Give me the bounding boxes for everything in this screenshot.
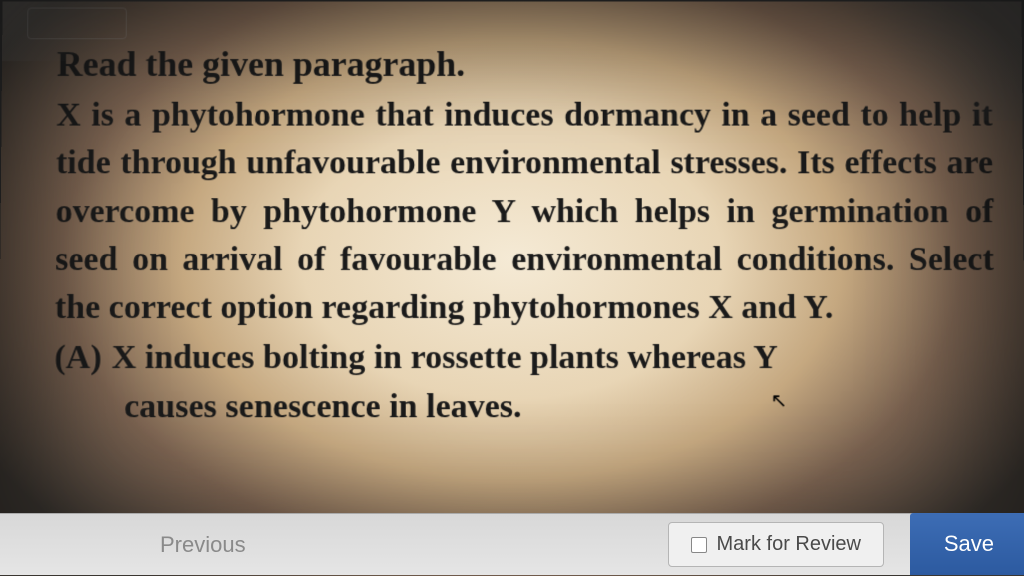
option-a-label: (A) <box>54 334 112 382</box>
mark-for-review-button[interactable]: Mark for Review <box>668 522 884 567</box>
option-a-text-line1: X induces bolting in rossette plants whe… <box>112 334 995 382</box>
question-paragraph: X is a phytohormone that induces dormanc… <box>55 92 995 333</box>
save-button[interactable]: Save <box>910 513 1024 575</box>
option-a-row[interactable]: (A) X induces bolting in rossette plants… <box>54 334 995 382</box>
bottom-nav-bar: Previous Mark for Review Save <box>0 513 1024 575</box>
question-page: Read the given paragraph. X is a phytoho… <box>0 2 1024 576</box>
shadow-top-right <box>822 2 1022 121</box>
mark-review-checkbox[interactable] <box>691 537 707 553</box>
mark-review-label: Mark for Review <box>717 533 861 556</box>
tab-outline <box>27 8 127 40</box>
previous-button[interactable]: Previous <box>160 532 246 558</box>
option-a-text-line2: causes senescence in leaves. <box>54 383 995 431</box>
